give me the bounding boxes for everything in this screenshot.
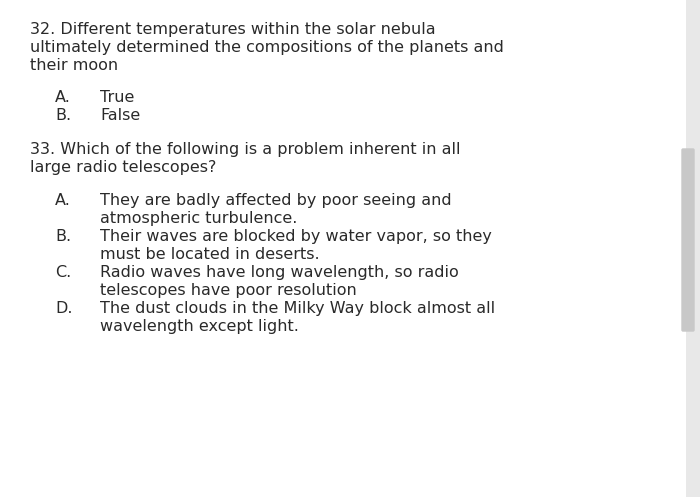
Text: True: True <box>100 90 134 105</box>
Text: C.: C. <box>55 265 71 280</box>
Text: They are badly affected by poor seeing and: They are badly affected by poor seeing a… <box>100 193 452 208</box>
Text: Their waves are blocked by water vapor, so they: Their waves are blocked by water vapor, … <box>100 229 492 244</box>
Text: must be located in deserts.: must be located in deserts. <box>100 247 320 262</box>
Text: wavelength except light.: wavelength except light. <box>100 319 299 334</box>
Text: telescopes have poor resolution: telescopes have poor resolution <box>100 283 357 298</box>
Bar <box>686 0 700 497</box>
Text: ultimately determined the compositions of the planets and: ultimately determined the compositions o… <box>30 40 504 55</box>
Text: 32. Different temperatures within the solar nebula: 32. Different temperatures within the so… <box>30 22 435 37</box>
Text: Radio waves have long wavelength, so radio: Radio waves have long wavelength, so rad… <box>100 265 458 280</box>
Text: A.: A. <box>55 193 71 208</box>
Text: 33. Which of the following is a problem inherent in all: 33. Which of the following is a problem … <box>30 142 461 157</box>
Text: large radio telescopes?: large radio telescopes? <box>30 160 216 175</box>
Text: B.: B. <box>55 229 71 244</box>
FancyBboxPatch shape <box>682 149 694 331</box>
Text: atmospheric turbulence.: atmospheric turbulence. <box>100 211 298 226</box>
Text: their moon: their moon <box>30 58 118 73</box>
Text: A.: A. <box>55 90 71 105</box>
Text: False: False <box>100 108 140 123</box>
Text: The dust clouds in the Milky Way block almost all: The dust clouds in the Milky Way block a… <box>100 301 495 316</box>
Text: D.: D. <box>55 301 73 316</box>
Text: B.: B. <box>55 108 71 123</box>
